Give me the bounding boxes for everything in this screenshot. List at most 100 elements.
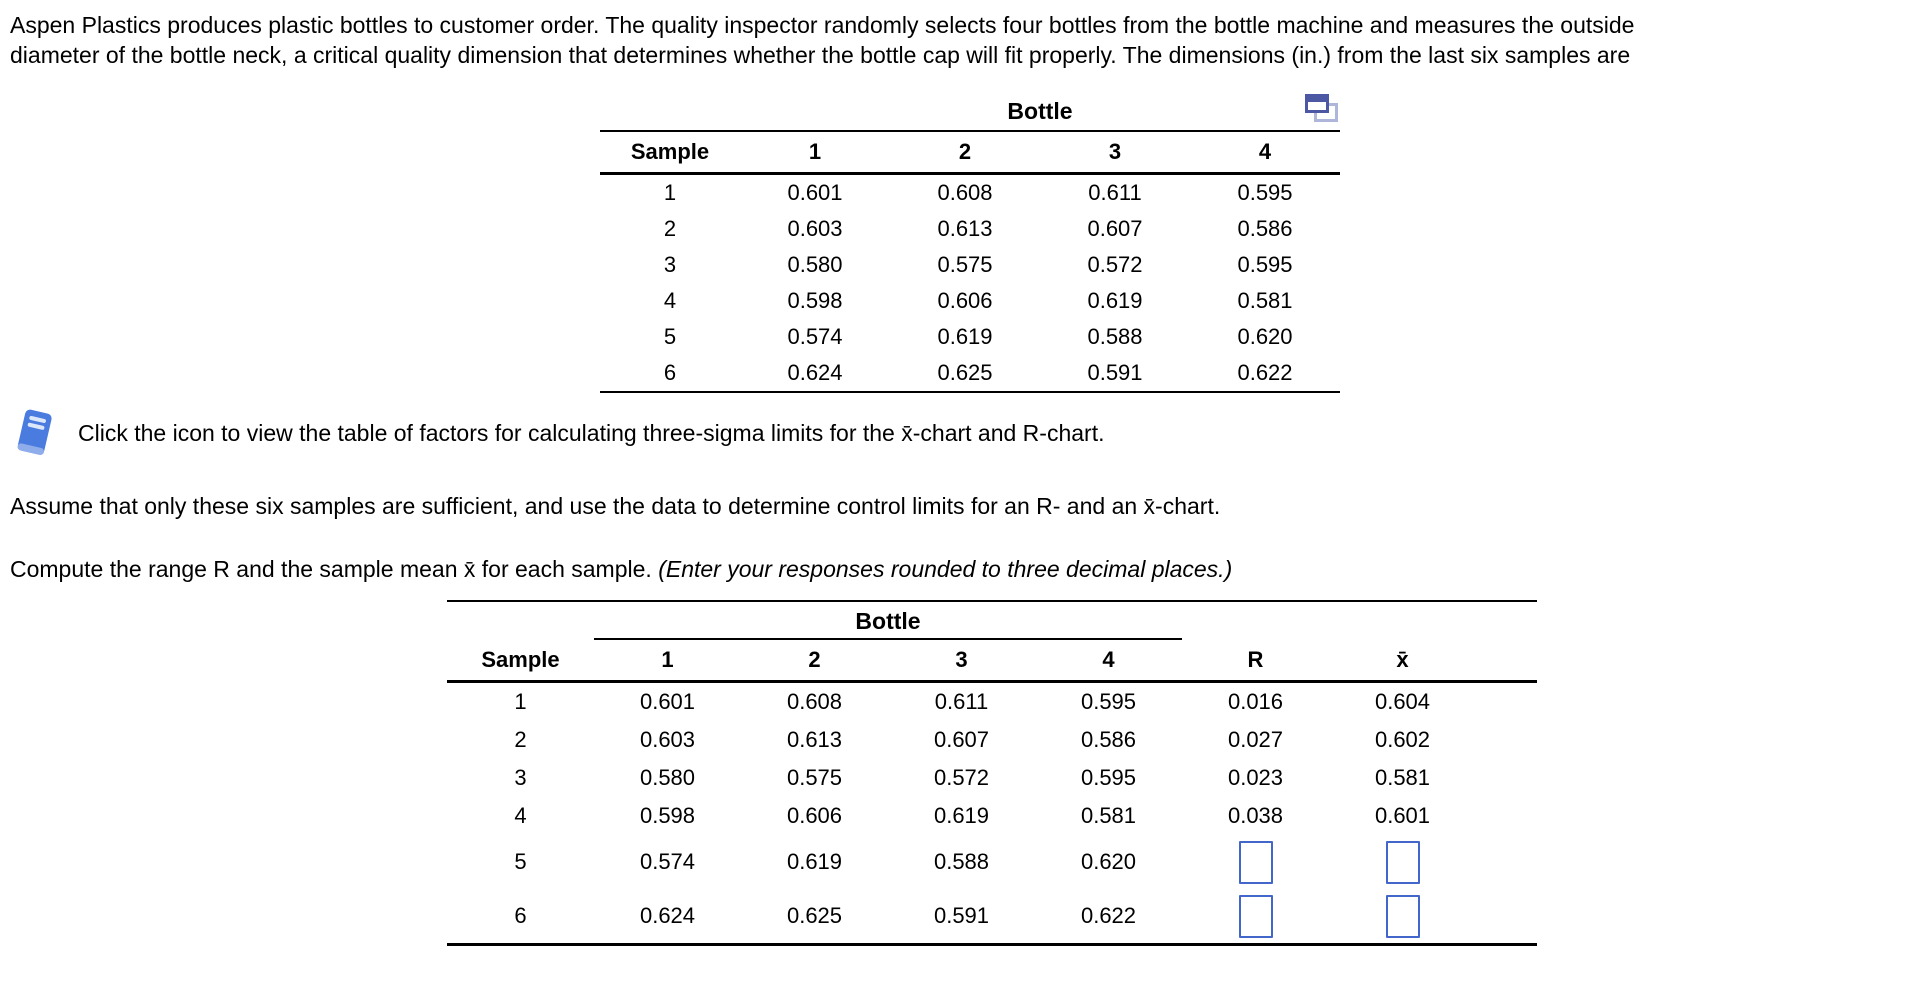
value-cell: 0.581 — [1237, 288, 1293, 313]
column-header-bottle3: 3 — [955, 647, 968, 672]
value-cell: 0.598 — [787, 288, 843, 313]
value-cell: 0.586 — [1237, 216, 1293, 241]
table-row: 3 0.580 0.575 0.572 0.595 — [600, 247, 1340, 283]
xbar-input-sample6[interactable] — [1385, 894, 1420, 938]
value-cell: 0.595 — [1237, 252, 1293, 277]
value-cell: 0.572 — [1087, 252, 1143, 277]
value-cell: 0.619 — [933, 803, 990, 828]
value-cell: 0.606 — [937, 288, 993, 313]
value-cell: 0.603 — [639, 727, 696, 752]
value-cell: 0.580 — [639, 765, 696, 790]
column-header-bottle2: 2 — [958, 139, 972, 164]
range-cell: 0.027 — [1227, 727, 1284, 752]
popout-table-icon[interactable] — [1305, 94, 1339, 122]
bottle-spanner-label: Bottle — [855, 608, 921, 634]
value-cell: 0.591 — [933, 903, 990, 928]
table-rule — [447, 943, 1537, 946]
value-cell: 0.588 — [1087, 324, 1143, 349]
value-cell: 0.607 — [1087, 216, 1143, 241]
column-header-bottle3: 3 — [1108, 139, 1122, 164]
data-table-header-row: Sample 1 2 3 4 — [600, 132, 1340, 172]
table-row: 2 0.603 0.613 0.607 0.586 — [600, 211, 1340, 247]
table-row: 4 0.598 0.606 0.619 0.581 — [600, 283, 1340, 319]
value-cell: 0.595 — [1080, 689, 1137, 714]
table-rule — [600, 130, 1340, 132]
value-cell: 0.619 — [1087, 288, 1143, 313]
xbar-input-sample5[interactable] — [1385, 840, 1420, 884]
column-header-sample: Sample — [630, 139, 710, 164]
xbar-cell: 0.602 — [1374, 727, 1431, 752]
value-cell: 0.613 — [937, 216, 993, 241]
value-cell: 0.603 — [787, 216, 843, 241]
value-cell: 0.620 — [1237, 324, 1293, 349]
value-cell: 0.595 — [1080, 765, 1137, 790]
column-header-bottle1: 1 — [661, 647, 674, 672]
value-cell: 0.625 — [937, 360, 993, 385]
value-cell: 0.622 — [1237, 360, 1293, 385]
value-cell: 0.586 — [1080, 727, 1137, 752]
value-cell: 0.622 — [1080, 903, 1137, 928]
sample-cell: 4 — [663, 288, 677, 313]
value-cell: 0.608 — [937, 180, 993, 205]
column-header-xbar: x̄ — [1396, 647, 1409, 672]
table-row: 6 0.624 0.625 0.591 0.622 — [447, 889, 1537, 943]
sample-cell: 5 — [514, 849, 527, 874]
table-row: 1 0.601 0.608 0.611 0.595 0.016 0.604 — [447, 683, 1537, 721]
sample-cell: 3 — [514, 765, 527, 790]
assume-instruction: Assume that only these six samples are s… — [10, 493, 1221, 519]
value-cell: 0.619 — [786, 849, 843, 874]
value-cell: 0.607 — [933, 727, 990, 752]
column-header-sample: Sample — [481, 647, 560, 672]
column-header-bottle2: 2 — [808, 647, 821, 672]
bottle-spanner-row: Bottle — [600, 92, 1340, 130]
range-cell: 0.023 — [1227, 765, 1284, 790]
sample-cell: 5 — [663, 324, 677, 349]
value-cell: 0.624 — [787, 360, 843, 385]
value-cell: 0.575 — [937, 252, 993, 277]
table-row: 6 0.624 0.625 0.591 0.622 — [600, 355, 1340, 391]
sample-cell: 2 — [663, 216, 677, 241]
table-rule — [600, 391, 1340, 393]
value-cell: 0.574 — [639, 849, 696, 874]
sample-cell: 1 — [514, 689, 527, 714]
column-header-bottle4: 4 — [1258, 139, 1272, 164]
value-cell: 0.601 — [639, 689, 696, 714]
r-input-sample5[interactable] — [1238, 840, 1273, 884]
compute-instruction-text: Compute the range R and the sample mean … — [10, 556, 652, 582]
xbar-cell: 0.601 — [1374, 803, 1431, 828]
value-cell: 0.580 — [787, 252, 843, 277]
value-cell: 0.611 — [1088, 180, 1142, 205]
value-cell: 0.611 — [934, 689, 989, 714]
xbar-cell: 0.604 — [1374, 689, 1431, 714]
sample-cell: 1 — [663, 180, 677, 205]
answer-table-header-row: Sample 1 2 3 4 R x̄ — [447, 640, 1537, 680]
sample-cell: 6 — [514, 903, 527, 928]
value-cell: 0.619 — [937, 324, 993, 349]
value-cell: 0.572 — [933, 765, 990, 790]
factors-note-text: Click the icon to view the table of fact… — [78, 420, 1105, 446]
bottle-spanner-row: Bottle — [447, 602, 1537, 640]
popout-front-window — [1305, 94, 1329, 113]
value-cell: 0.591 — [1087, 360, 1143, 385]
value-cell: 0.575 — [786, 765, 843, 790]
compute-instruction: Compute the range R and the sample mean … — [10, 556, 1232, 583]
xbar-cell: 0.581 — [1374, 765, 1431, 790]
problem-statement-line1: Aspen Plastics produces plastic bottles … — [10, 12, 1635, 38]
table-row: 1 0.601 0.608 0.611 0.595 — [600, 175, 1340, 211]
value-cell: 0.606 — [786, 803, 843, 828]
book-icon[interactable] — [12, 408, 56, 458]
value-cell: 0.588 — [933, 849, 990, 874]
value-cell: 0.581 — [1080, 803, 1137, 828]
table-rule — [447, 600, 1537, 602]
table-row: 4 0.598 0.606 0.619 0.581 0.038 0.601 — [447, 797, 1537, 835]
value-cell: 0.625 — [786, 903, 843, 928]
column-header-bottle1: 1 — [808, 139, 822, 164]
r-input-sample6[interactable] — [1238, 894, 1273, 938]
sample-cell: 3 — [663, 252, 677, 277]
sample-cell: 2 — [514, 727, 527, 752]
value-cell: 0.598 — [639, 803, 696, 828]
table-rule — [447, 680, 1537, 683]
table-row: 5 0.574 0.619 0.588 0.620 — [447, 835, 1537, 889]
value-cell: 0.624 — [639, 903, 696, 928]
sample-cell: 4 — [514, 803, 527, 828]
